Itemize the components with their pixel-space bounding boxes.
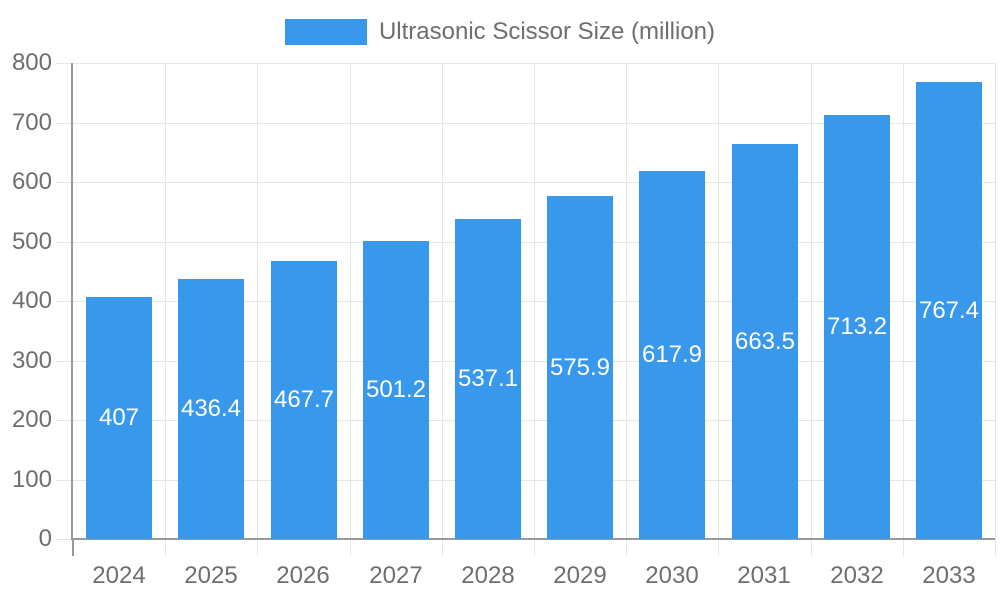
y-axis-line bbox=[71, 63, 73, 539]
x-axis-tick bbox=[72, 539, 74, 556]
y-axis-tick bbox=[56, 420, 73, 421]
y-axis-tick bbox=[56, 539, 73, 540]
x-axis-tick-label: 2024 bbox=[92, 562, 146, 589]
y-axis-tick-label: 0 bbox=[38, 525, 52, 552]
legend[interactable]: Ultrasonic Scissor Size (million) bbox=[0, 19, 1000, 45]
y-axis-tick-label: 800 bbox=[11, 49, 52, 76]
y-axis-tick bbox=[56, 301, 73, 302]
x-axis-tick-label: 2026 bbox=[276, 562, 330, 589]
y-axis-tick bbox=[56, 182, 73, 183]
x-axis-tick-label: 2028 bbox=[461, 562, 515, 589]
y-axis-tick bbox=[56, 123, 73, 124]
x-axis-tick bbox=[903, 539, 904, 556]
x-axis-tick-label: 2032 bbox=[830, 562, 884, 589]
x-axis-tick-label: 2029 bbox=[553, 562, 607, 589]
bar-value-label: 436.4 bbox=[180, 395, 242, 422]
legend-label: Ultrasonic Scissor Size (million) bbox=[378, 18, 716, 45]
y-axis-tick-label: 100 bbox=[11, 466, 52, 493]
gridline-vertical bbox=[442, 63, 443, 539]
bar[interactable]: 663.5 bbox=[732, 144, 798, 539]
bar-value-label: 501.2 bbox=[365, 376, 427, 403]
x-axis-tick-label: 2030 bbox=[645, 562, 699, 589]
bar[interactable]: 436.4 bbox=[178, 279, 244, 539]
gridline-vertical bbox=[534, 63, 535, 539]
x-axis-tick bbox=[257, 539, 258, 556]
bar[interactable]: 767.4 bbox=[916, 82, 982, 539]
bar-value-label: 537.1 bbox=[457, 365, 519, 392]
bar[interactable]: 467.7 bbox=[271, 261, 337, 539]
x-axis-tick-label: 2033 bbox=[922, 562, 976, 589]
bar-value-label: 713.2 bbox=[826, 313, 888, 340]
x-axis-tick bbox=[534, 539, 535, 556]
y-axis-tick bbox=[56, 63, 73, 64]
y-axis-tick-label: 300 bbox=[11, 347, 52, 374]
bar[interactable]: 713.2 bbox=[824, 115, 890, 539]
y-axis-tick-label: 700 bbox=[11, 109, 52, 136]
gridline-vertical bbox=[718, 63, 719, 539]
legend-swatch bbox=[284, 19, 367, 45]
x-axis-tick bbox=[165, 539, 166, 556]
x-axis-line bbox=[71, 538, 995, 540]
gridline-vertical bbox=[811, 63, 812, 539]
bar-value-label: 767.4 bbox=[918, 296, 980, 324]
bar[interactable]: 537.1 bbox=[455, 219, 521, 539]
bar[interactable]: 407 bbox=[86, 297, 152, 539]
plot-right-border bbox=[995, 63, 996, 539]
bar-value-label: 617.9 bbox=[641, 341, 703, 368]
bar[interactable]: 575.9 bbox=[547, 196, 613, 539]
x-axis-tick-label: 2031 bbox=[737, 562, 791, 589]
gridline-vertical bbox=[257, 63, 258, 539]
y-axis-tick bbox=[56, 361, 73, 362]
bar-value-label: 663.5 bbox=[734, 327, 796, 355]
x-axis-tick-label: 2025 bbox=[184, 562, 238, 589]
x-axis-tick bbox=[442, 539, 443, 556]
y-axis-tick bbox=[56, 480, 73, 481]
x-axis-tick bbox=[718, 539, 719, 556]
bar-value-label: 407 bbox=[98, 404, 140, 431]
x-axis-tick bbox=[626, 539, 627, 556]
gridline-vertical bbox=[903, 63, 904, 539]
bar[interactable]: 501.2 bbox=[363, 241, 429, 539]
gridline-vertical bbox=[350, 63, 351, 539]
x-axis-tick bbox=[350, 539, 351, 556]
y-axis-tick-label: 400 bbox=[11, 287, 52, 314]
x-axis-tick bbox=[811, 539, 812, 556]
y-axis-tick bbox=[56, 242, 73, 243]
x-axis-tick-label: 2027 bbox=[369, 562, 423, 589]
y-axis-tick-label: 600 bbox=[11, 168, 52, 195]
bar-value-label: 467.7 bbox=[273, 386, 335, 413]
y-axis-tick-label: 200 bbox=[11, 406, 52, 433]
y-axis-tick-label: 500 bbox=[11, 228, 52, 255]
gridline-vertical bbox=[626, 63, 627, 539]
gridline-vertical bbox=[165, 63, 166, 539]
x-axis-tick bbox=[995, 539, 996, 556]
bar-value-label: 575.9 bbox=[549, 353, 611, 381]
bar[interactable]: 617.9 bbox=[639, 171, 705, 539]
